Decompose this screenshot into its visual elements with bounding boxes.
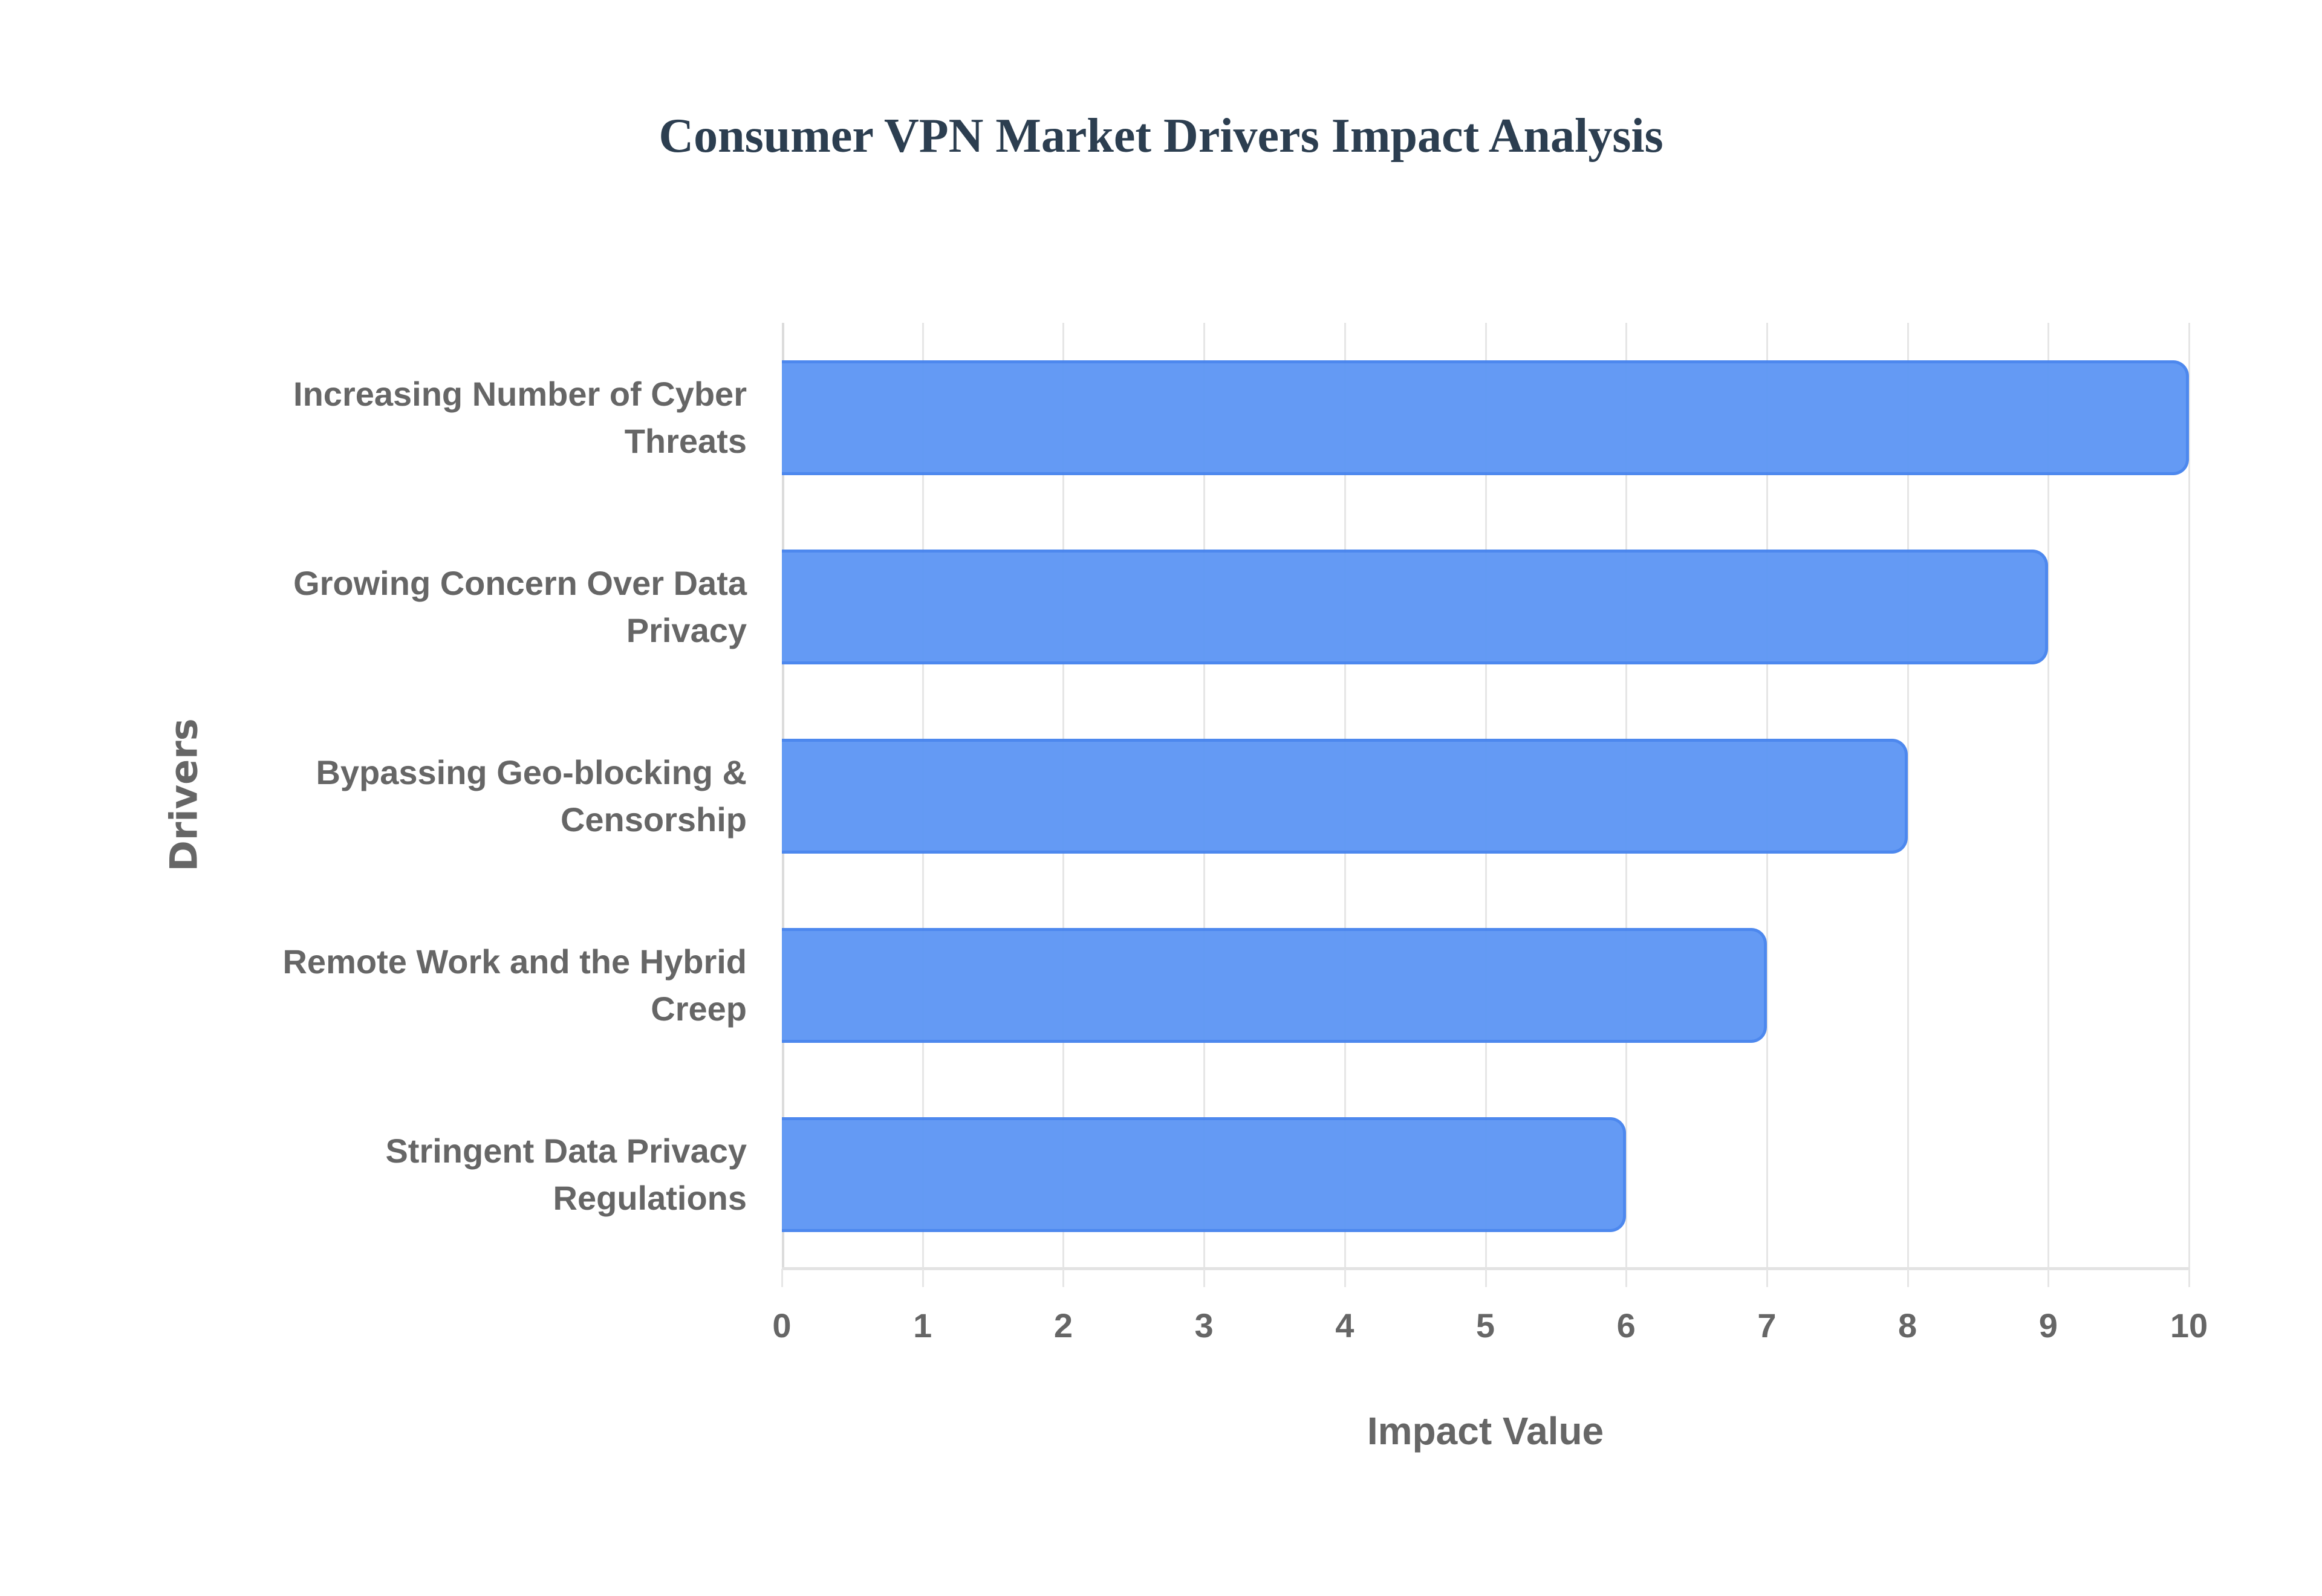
x-tick-label: 4 bbox=[1335, 1306, 1354, 1345]
x-axis-title: Impact Value bbox=[1367, 1409, 1604, 1453]
y-tick-label: Increasing Number of Cyber Threats bbox=[293, 374, 747, 460]
tick-mark bbox=[1062, 1269, 1065, 1287]
x-tick-label: 8 bbox=[1898, 1306, 1917, 1345]
tick-mark bbox=[922, 1269, 924, 1287]
bar[interactable] bbox=[782, 927, 1767, 1043]
tick-mark bbox=[1485, 1269, 1487, 1287]
x-tick-label: 6 bbox=[1616, 1306, 1636, 1345]
y-tick-label: Growing Concern Over Data Privacy bbox=[293, 563, 747, 649]
x-tick-label: 0 bbox=[772, 1306, 792, 1345]
x-tick-label: 5 bbox=[1475, 1306, 1495, 1345]
y-tick-label: Remote Work and the Hybrid Creep bbox=[282, 942, 747, 1028]
tick-mark bbox=[1766, 1269, 1768, 1287]
x-tick-label: 3 bbox=[1194, 1306, 1214, 1345]
tick-mark bbox=[1625, 1269, 1628, 1287]
x-axis-line bbox=[782, 1267, 2189, 1270]
tick-mark bbox=[781, 1269, 783, 1287]
tick-mark bbox=[2188, 1269, 2190, 1287]
bar[interactable] bbox=[782, 549, 2049, 664]
gridline bbox=[2047, 323, 2050, 1269]
tick-mark bbox=[2047, 1269, 2050, 1287]
gridline bbox=[2188, 323, 2190, 1269]
x-tick-label: 7 bbox=[1757, 1306, 1777, 1345]
x-tick-label: 9 bbox=[2038, 1306, 2058, 1345]
gridline bbox=[1907, 323, 1909, 1269]
x-tick-label: 2 bbox=[1053, 1306, 1073, 1345]
plot-area bbox=[781, 323, 2190, 1287]
tick-mark bbox=[1203, 1269, 1206, 1287]
y-tick-label: Bypassing Geo-blocking & Censorship bbox=[316, 753, 747, 839]
x-tick-label: 1 bbox=[913, 1306, 932, 1345]
y-tick-label: Stringent Data Privacy Regulations bbox=[385, 1131, 747, 1217]
bar[interactable] bbox=[782, 738, 1908, 854]
tick-mark bbox=[1344, 1269, 1346, 1287]
bar[interactable] bbox=[782, 360, 2189, 475]
tick-mark bbox=[1907, 1269, 1909, 1287]
chart-title: Consumer VPN Market Drivers Impact Analy… bbox=[659, 109, 1663, 163]
x-tick-label: 10 bbox=[2170, 1306, 2208, 1345]
bar[interactable] bbox=[782, 1117, 1627, 1232]
